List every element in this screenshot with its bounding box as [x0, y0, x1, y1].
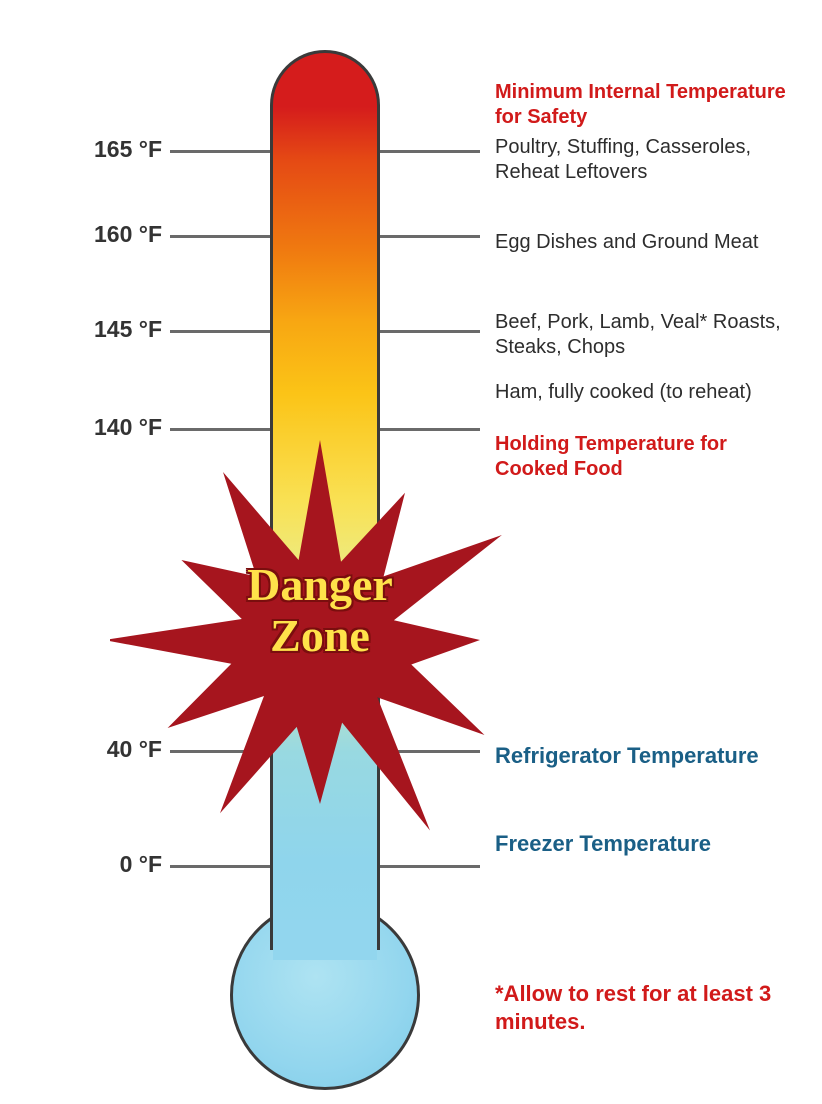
- heading-holding-temp: Holding Temperature for Cooked Food: [495, 432, 805, 482]
- tick-left: [170, 750, 270, 753]
- label-140-ham: Ham, fully cooked (to reheat): [495, 380, 795, 405]
- tick-left: [170, 330, 270, 333]
- tick-label: 145 °F: [82, 316, 162, 343]
- label-165-foods: Poultry, Stuffing, Casseroles, Reheat Le…: [495, 135, 795, 185]
- tick-right: [380, 428, 480, 431]
- label-160-foods: Egg Dishes and Ground Meat: [495, 230, 795, 255]
- tick-left: [170, 150, 270, 153]
- tick-left: [170, 865, 270, 868]
- heading-min-internal-temp: Minimum Internal Temperature for Safety: [495, 80, 805, 130]
- label-145-foods: Beef, Pork, Lamb, Veal* Roasts, Steaks, …: [495, 310, 805, 360]
- tick-right: [380, 750, 480, 753]
- label-refrigerator-temp: Refrigerator Temperature: [495, 742, 795, 770]
- label-freezer-temp: Freezer Temperature: [495, 830, 795, 858]
- tick-left: [170, 235, 270, 238]
- tick-label: 165 °F: [82, 136, 162, 163]
- tick-left: [170, 428, 270, 431]
- tick-right: [380, 330, 480, 333]
- tick-right: [380, 150, 480, 153]
- thermometer-tube: [270, 50, 380, 950]
- tick-label: 40 °F: [82, 736, 162, 763]
- bulb-tube-join: [273, 920, 377, 960]
- footnote-rest-3-min: *Allow to rest for at least 3 minutes.: [495, 980, 805, 1035]
- food-safety-thermometer-infographic: 165 °F 160 °F 145 °F 140 °F 40 °F 0 °F Minimu…: [0, 0, 822, 1104]
- tick-right: [380, 865, 480, 868]
- tick-right: [380, 235, 480, 238]
- tick-label: 140 °F: [82, 414, 162, 441]
- tick-label: 0 °F: [82, 851, 162, 878]
- tick-label: 160 °F: [82, 221, 162, 248]
